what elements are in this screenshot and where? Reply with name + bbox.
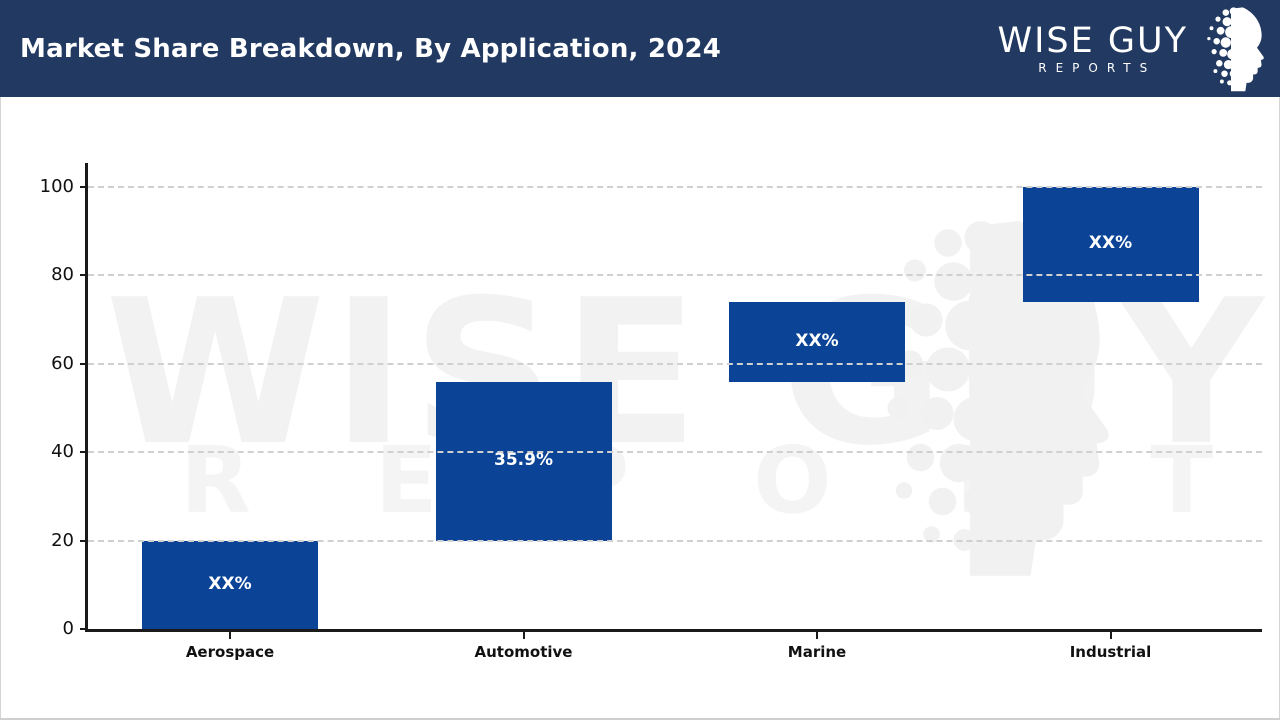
- y-tick-label: 100: [39, 176, 74, 197]
- bar-industrial: XX%: [1022, 187, 1199, 302]
- x-tick-mark: [1109, 632, 1112, 639]
- bar-marine: XX%: [729, 301, 905, 382]
- gridline: [88, 451, 1262, 454]
- bar-automotive: 35.9%: [435, 381, 612, 541]
- logo-head-icon: [1207, 6, 1264, 91]
- y-tick-label: 60: [51, 352, 74, 374]
- x-tick-label: Aerospace: [185, 643, 275, 661]
- logo-subtitle: REPORTS: [1038, 60, 1157, 75]
- x-tick-mark: [522, 632, 525, 639]
- y-tick-mark: [80, 362, 88, 365]
- y-tick-label: 0: [62, 618, 74, 639]
- y-tick-mark: [80, 539, 88, 542]
- bar-value-label: XX%: [208, 573, 252, 594]
- watermark-subtitle: R E P O R T S: [180, 427, 1280, 534]
- gridline: [88, 186, 1262, 188]
- wise-guy-reports-logo: WISE GUY REPORTS: [997, 0, 1270, 97]
- x-tick-label: Automotive: [474, 643, 573, 661]
- y-tick-label: 20: [51, 529, 74, 551]
- frame-left-border: [0, 97, 1, 720]
- y-axis-line: [85, 163, 88, 632]
- bar-value-label: XX%: [795, 330, 839, 351]
- x-axis-line: [85, 629, 1262, 632]
- gridline: [88, 274, 1262, 277]
- x-tick-label: Industrial: [1069, 643, 1152, 661]
- logo-text: WISE GUY REPORTS: [997, 23, 1188, 75]
- bar-value-label: 35.9%: [494, 450, 553, 471]
- gridline: [88, 539, 1262, 542]
- x-tick-label: Marine: [787, 643, 847, 661]
- y-tick-mark: [80, 451, 88, 454]
- y-tick-mark: [80, 274, 88, 277]
- bar-aerospace: XX%: [142, 540, 318, 629]
- y-tick-label: 80: [51, 264, 74, 286]
- gridline: [88, 362, 1262, 365]
- x-tick-mark: [816, 632, 818, 639]
- logo-wordmark: WISE GUY: [997, 20, 1188, 61]
- waterfall-chart: WISE GUY R E P O R T S 020406080100XX%Ae…: [0, 97, 1280, 720]
- y-tick-label: 40: [51, 441, 74, 463]
- frame-bottom-border: [0, 718, 1280, 720]
- header-bar: Market Share Breakdown, By Application, …: [0, 0, 1280, 97]
- y-tick-mark: [80, 186, 88, 188]
- page-title: Market Share Breakdown, By Application, …: [20, 33, 722, 64]
- y-tick-mark: [80, 628, 88, 630]
- x-tick-mark: [229, 632, 231, 639]
- bar-value-label: XX%: [1088, 233, 1133, 254]
